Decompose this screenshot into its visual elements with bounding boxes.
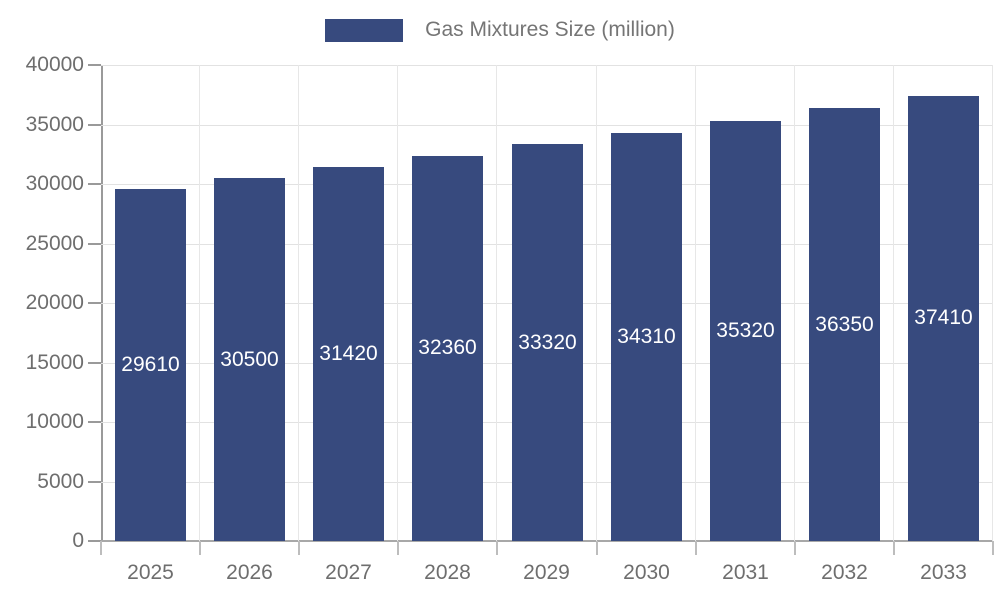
bar <box>809 108 880 541</box>
y-axis-tick-label: 25000 <box>25 231 84 255</box>
x-axis-tick <box>496 541 499 555</box>
x-axis-tick-label: 2025 <box>127 561 174 584</box>
y-axis-tick-label: 15000 <box>25 350 84 374</box>
bar <box>908 96 979 541</box>
x-gridline <box>397 65 399 541</box>
x-axis-tick-label: 2032 <box>821 561 868 584</box>
x-axis-tick-label: 2027 <box>325 561 372 584</box>
x-axis-tick <box>793 541 796 555</box>
bar-value-label: 34310 <box>617 325 676 348</box>
bar-value-label: 32360 <box>418 336 477 359</box>
x-gridline <box>199 65 201 541</box>
x-axis-tick <box>892 541 895 555</box>
bar-value-label: 31420 <box>319 342 378 365</box>
x-gridline <box>892 65 894 541</box>
x-axis-tick <box>992 541 994 555</box>
y-axis-tick <box>88 421 101 423</box>
bar-value-label: 37410 <box>914 306 973 329</box>
y-axis-tick <box>88 183 101 185</box>
y-axis-tick-label: 40000 <box>25 53 84 76</box>
y-axis-tick <box>88 480 101 483</box>
bar-value-label: 29610 <box>121 353 180 376</box>
x-axis-tick <box>100 541 102 555</box>
legend-label: Gas Mixtures Size (million) <box>425 18 675 41</box>
x-gridline <box>793 65 795 541</box>
x-axis-tick <box>298 541 301 555</box>
y-gridline <box>101 65 993 66</box>
x-gridline <box>298 65 300 541</box>
y-axis-tick <box>88 242 101 245</box>
y-axis-tick <box>88 64 101 66</box>
bar-value-label: 33320 <box>518 331 577 354</box>
x-gridline <box>992 65 993 541</box>
y-axis-tick-label: 0 <box>72 529 84 552</box>
bar <box>710 121 781 541</box>
x-axis-tick <box>199 541 202 555</box>
x-gridline <box>496 65 498 541</box>
y-axis-tick <box>88 540 101 542</box>
x-axis-tick-label: 2028 <box>424 561 471 584</box>
legend-swatch <box>325 18 404 42</box>
legend: Gas Mixtures Size (million) <box>0 18 1000 42</box>
bar <box>611 133 682 541</box>
x-axis-tick-label: 2026 <box>226 561 273 584</box>
bar-value-label: 30500 <box>220 348 279 371</box>
y-axis-tick <box>88 123 101 126</box>
y-gridline <box>101 124 993 126</box>
y-axis-tick-label: 10000 <box>25 410 84 433</box>
bar <box>115 189 186 541</box>
bar <box>412 156 483 541</box>
bar <box>214 178 285 541</box>
bar-value-label: 35320 <box>716 319 775 342</box>
x-gridline <box>595 65 597 541</box>
x-axis-tick <box>397 541 400 555</box>
y-axis-tick <box>88 361 101 364</box>
x-axis-tick-label: 2030 <box>623 561 670 584</box>
bar-value-label: 36350 <box>815 313 874 336</box>
x-axis-tick-label: 2031 <box>722 561 769 584</box>
x-gridline <box>694 65 696 541</box>
x-axis-tick <box>595 541 598 555</box>
plot-area: 29610 30500 31420 32360 33320 34310 35320 36350… <box>88 64 994 555</box>
bar <box>512 144 583 541</box>
x-axis-line <box>88 540 993 542</box>
y-axis-tick-label: 5000 <box>37 469 84 493</box>
x-axis-tick-label: 2033 <box>920 561 967 584</box>
y-axis-tick-label: 30000 <box>25 172 84 195</box>
x-axis-tick-label: 2029 <box>523 561 570 584</box>
y-axis-tick <box>88 302 101 304</box>
bar <box>313 167 384 541</box>
y-axis-tick-label: 35000 <box>25 112 84 136</box>
y-axis-tick-label: 20000 <box>25 291 84 314</box>
x-axis-tick <box>694 541 697 555</box>
